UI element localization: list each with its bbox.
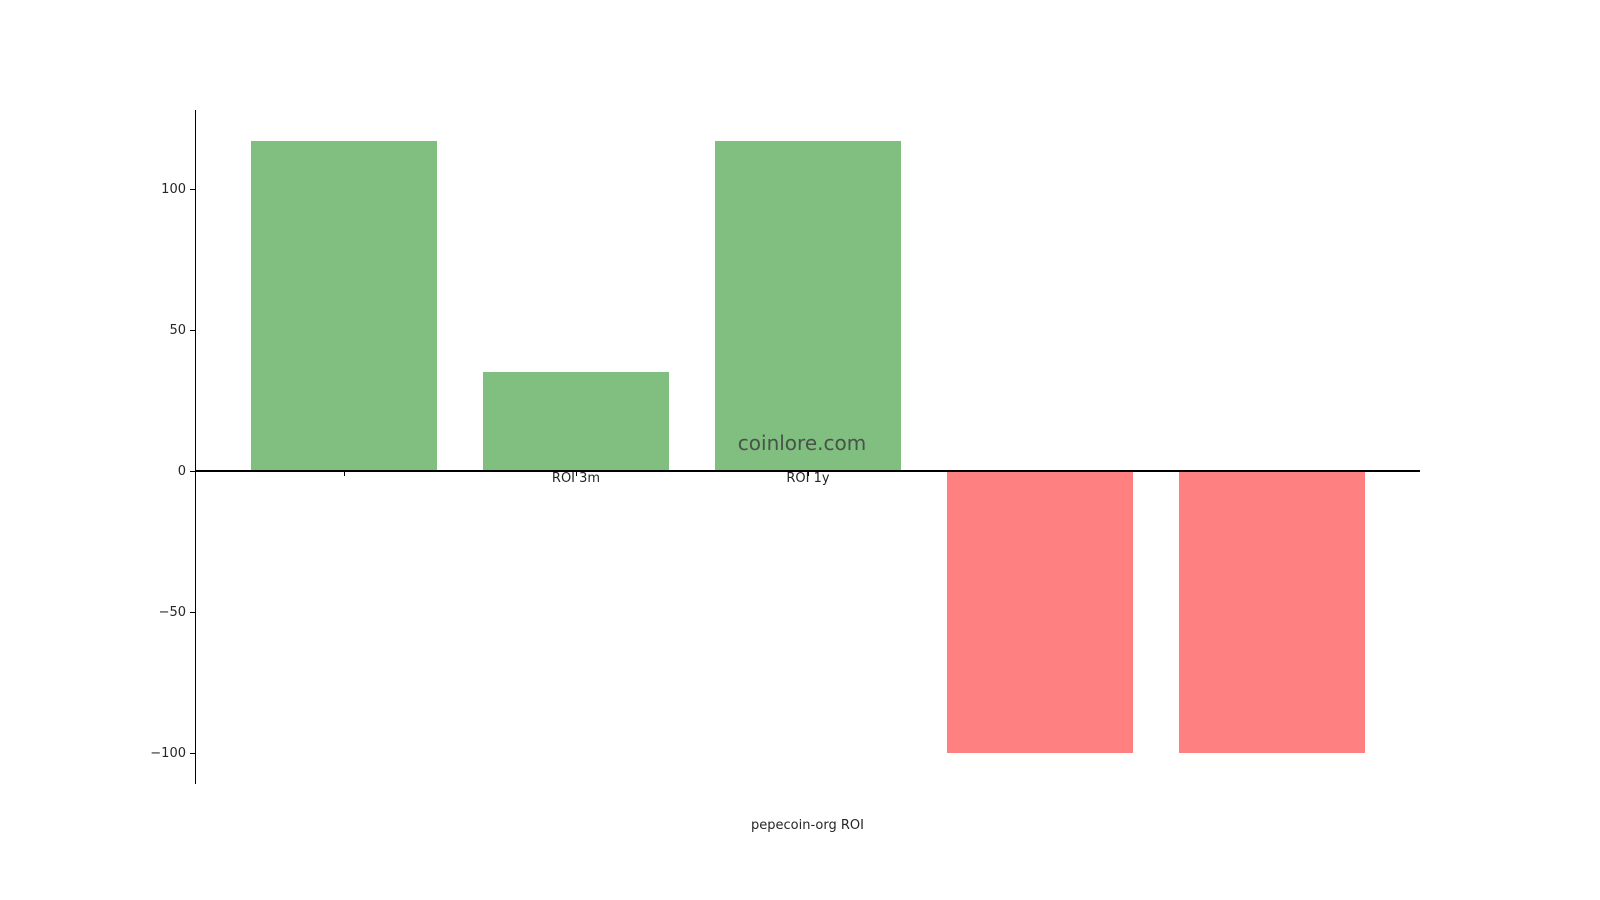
bar [947, 471, 1133, 753]
watermark-text: coinlore.com [737, 431, 867, 455]
chart-xlabel: pepecoin-org ROI [751, 818, 864, 833]
x-tick [808, 471, 809, 476]
bar [1179, 471, 1365, 753]
y-tick-label: 50 [169, 322, 186, 338]
x-axis-zero-line [195, 470, 1420, 472]
y-tick [190, 611, 195, 613]
y-axis-spine [195, 110, 197, 784]
y-tick-label: −100 [150, 745, 186, 761]
y-tick-label: 100 [161, 181, 186, 197]
x-tick [576, 471, 577, 476]
y-tick [190, 188, 195, 190]
x-tick-label: ROI 1y [786, 471, 830, 486]
x-tick-label: ROI 3m [551, 471, 601, 486]
y-tick [190, 329, 195, 331]
y-tick [190, 752, 195, 754]
y-tick-label: −50 [158, 604, 186, 620]
y-tick [190, 470, 195, 472]
y-tick-label: 0 [177, 463, 186, 479]
bar [251, 141, 437, 471]
bar [483, 372, 669, 471]
x-tick [344, 471, 345, 476]
bar [715, 141, 901, 471]
